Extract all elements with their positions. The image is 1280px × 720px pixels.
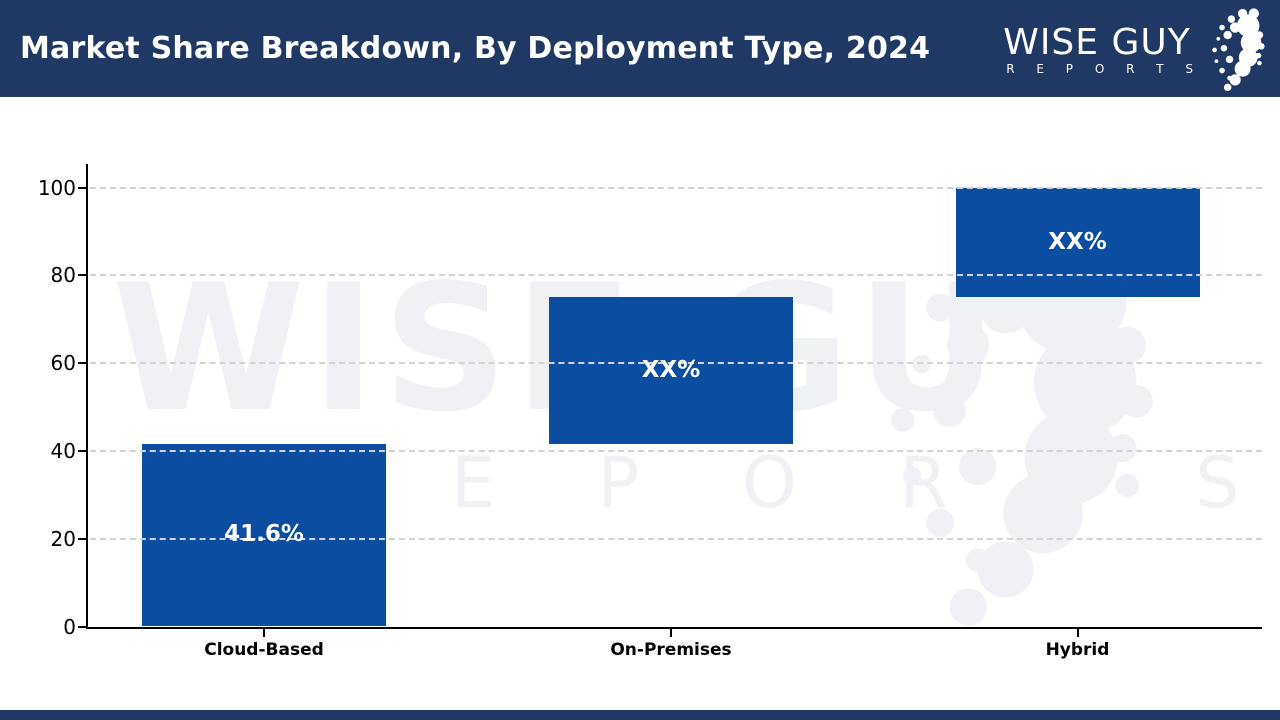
y-tick-label: 40 (50, 438, 76, 463)
y-tick-label: 60 (50, 351, 76, 376)
gridline (90, 449, 1262, 452)
footer-bar (0, 710, 1280, 720)
y-tick-mark (78, 274, 86, 277)
y-tick-mark (78, 449, 86, 452)
bar-hybrid (955, 187, 1200, 298)
y-tick-label: 100 (37, 175, 76, 200)
brand-name: WISE GUY (1003, 21, 1191, 63)
brand-logo: WISE GUY R E P O R T S (1003, 6, 1268, 94)
y-axis-line (86, 164, 88, 629)
y-tick-mark (78, 625, 86, 628)
page-title: Market Share Breakdown, By Deployment Ty… (20, 31, 931, 66)
bar-value-label: 41.6% (224, 521, 304, 548)
x-tick-mark (670, 628, 672, 637)
dot-face-icon (1212, 8, 1265, 92)
x-category-label: Hybrid (1045, 639, 1110, 660)
bar-value-label: XX% (1048, 228, 1107, 255)
y-tick-mark (78, 362, 86, 365)
x-axis-line (86, 626, 1262, 629)
x-category-label: On-Premises (610, 639, 732, 660)
x-tick-mark (1076, 628, 1079, 637)
y-tick-label: 0 (63, 614, 76, 639)
y-tick-label: 80 (50, 263, 76, 288)
x-category-label: Cloud-Based (204, 639, 324, 660)
bar-on-premises (549, 297, 793, 444)
gridline (90, 537, 1262, 540)
x-tick-mark (263, 628, 265, 637)
y-tick-mark (78, 537, 86, 540)
gridline (90, 362, 1262, 365)
gridline (90, 186, 1262, 189)
y-tick-mark (78, 186, 86, 189)
brand-logo-text: WISE GUY R E P O R T S (1003, 21, 1202, 77)
bar-cloud-based (142, 443, 386, 627)
gridline (90, 274, 1262, 277)
header-bar: Market Share Breakdown, By Deployment Ty… (0, 0, 1280, 97)
y-tick-label: 20 (50, 526, 76, 551)
brand-subtitle: R E P O R T S (1006, 62, 1202, 77)
bar-value-label: XX% (641, 356, 701, 383)
